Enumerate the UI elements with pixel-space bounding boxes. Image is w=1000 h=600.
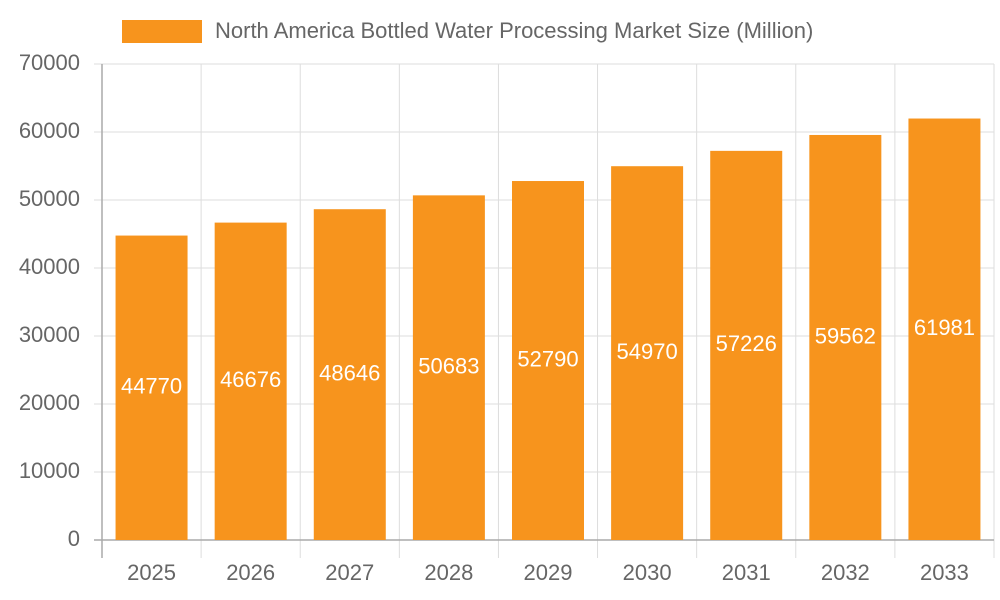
data-label: 44770 xyxy=(121,374,182,399)
bar xyxy=(809,134,882,540)
bar xyxy=(611,166,684,541)
x-tick-label: 2030 xyxy=(623,560,672,585)
data-label: 61981 xyxy=(914,315,975,340)
y-tick-label: 50000 xyxy=(19,186,80,211)
data-label: 57226 xyxy=(716,331,777,356)
x-tick-label: 2027 xyxy=(325,560,374,585)
bar xyxy=(115,235,188,540)
bar xyxy=(214,222,287,540)
bar xyxy=(710,150,783,540)
y-tick-label: 30000 xyxy=(19,322,80,347)
bar xyxy=(313,209,386,540)
x-tick-label: 2031 xyxy=(722,560,771,585)
x-tick-label: 2032 xyxy=(821,560,870,585)
data-label: 50683 xyxy=(418,353,479,378)
x-tick-label: 2033 xyxy=(920,560,969,585)
data-label: 52790 xyxy=(517,346,578,371)
x-tick-label: 2026 xyxy=(226,560,275,585)
bar xyxy=(412,195,485,541)
data-label: 59562 xyxy=(815,323,876,348)
bar xyxy=(908,118,981,540)
y-tick-label: 0 xyxy=(68,526,80,551)
y-tick-label: 70000 xyxy=(19,50,80,75)
legend-label: North America Bottled Water Processing M… xyxy=(215,18,813,43)
legend-swatch xyxy=(122,20,202,43)
y-tick-label: 40000 xyxy=(19,254,80,279)
x-tick-label: 2029 xyxy=(524,560,573,585)
y-tick-label: 20000 xyxy=(19,390,80,415)
x-tick-label: 2025 xyxy=(127,560,176,585)
data-label: 54970 xyxy=(617,339,678,364)
bar xyxy=(512,181,584,540)
data-label: 46676 xyxy=(220,367,281,392)
y-tick-label: 60000 xyxy=(19,118,80,143)
data-label: 48646 xyxy=(319,360,380,385)
x-tick-label: 2028 xyxy=(424,560,473,585)
y-tick-label: 10000 xyxy=(19,458,80,483)
